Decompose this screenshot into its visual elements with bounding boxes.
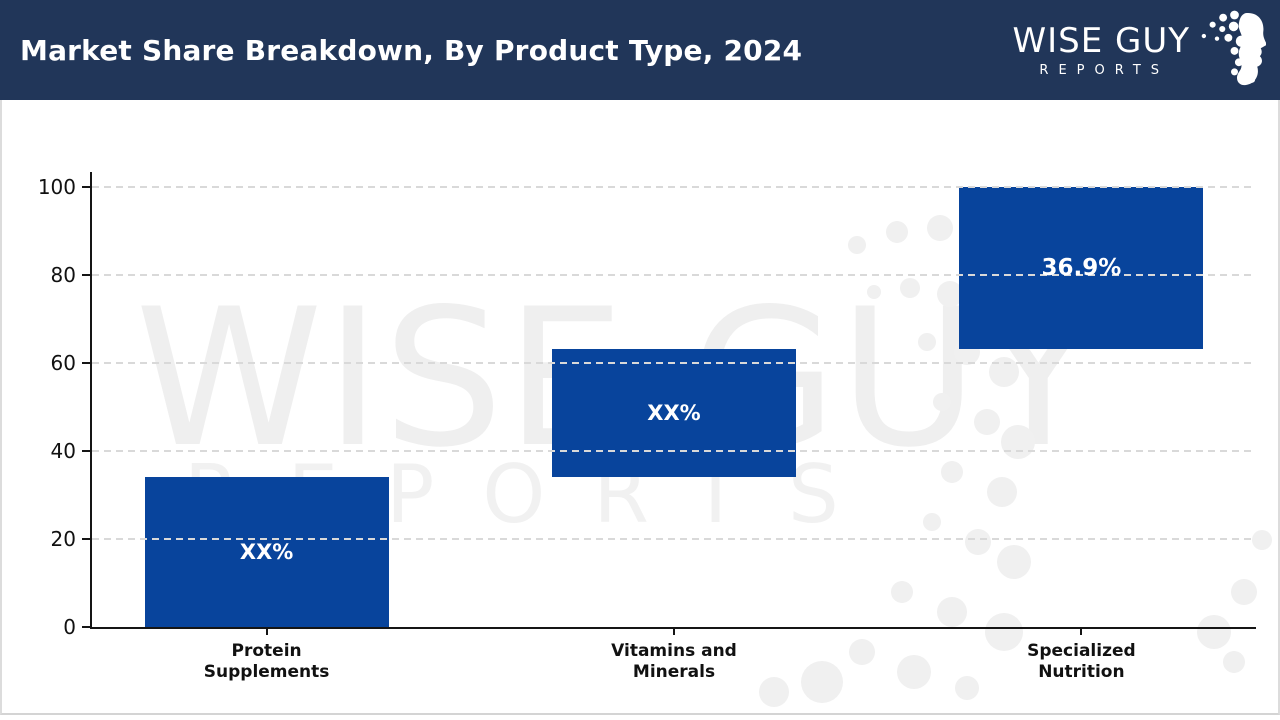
y-tick-label-60: 60 [50, 351, 76, 375]
bar-0 [144, 477, 389, 627]
grid-layer: 0 20 40 60 80 100 Protein Supplements Vitamins … [38, 172, 1256, 682]
x-category-label-1: Vitamins and Minerals [611, 641, 737, 683]
bar-1 [552, 349, 796, 478]
page-title: Market Share Breakdown, By Product Type,… [20, 33, 803, 67]
y-tick-label-20: 20 [50, 527, 76, 551]
y-tick-mark-20 [82, 538, 90, 540]
y-tick-label-40: 40 [50, 439, 76, 463]
logo-wordmark: WISE GUY REPORTS [1012, 24, 1190, 77]
x-tick-mark-2 [1080, 627, 1083, 635]
y-tick-mark-60 [82, 362, 90, 364]
logo-wordmark-line2: REPORTS [1039, 62, 1170, 78]
bars-layer [92, 172, 1256, 627]
bar-value-label-1: XX% [647, 401, 701, 426]
y-tick-label-80: 80 [50, 263, 76, 287]
plot-area: 0 20 40 60 80 100 Protein Supplements Vitamins … [38, 172, 1256, 682]
brand-logo: WISE GUY REPORTS [1012, 8, 1266, 92]
y-tick-mark-0 [82, 626, 90, 628]
y-tick-mark-100 [82, 186, 90, 188]
labels-layer: XX% XX% 36.9% [92, 172, 1256, 627]
chart-canvas: WISE GUY REPORTS [0, 100, 1280, 715]
bar-value-label-2: 36.9% [1041, 255, 1122, 282]
x-tick-mark-0 [265, 627, 268, 635]
y-tick-label-100: 100 [37, 175, 76, 199]
bar-value-label-0: XX% [239, 540, 294, 565]
logo-wordmark-line1: WISE GUY [1012, 20, 1190, 61]
gridline-20 [92, 538, 1256, 540]
x-category-label-2: Specialized Nutrition [1027, 641, 1136, 683]
gridline-60 [92, 362, 1256, 364]
gridline-40 [92, 450, 1256, 452]
y-tick-mark-40 [82, 450, 90, 452]
gridline-80 [92, 274, 1256, 276]
y-tick-label-0: 0 [63, 615, 76, 639]
logo-head-icon [1201, 10, 1266, 86]
x-tick-mark-1 [673, 627, 675, 635]
bar-2 [959, 187, 1204, 350]
y-tick-mark-80 [82, 274, 90, 276]
gridline-100 [92, 186, 1256, 188]
header-band: Market Share Breakdown, By Product Type,… [0, 0, 1280, 100]
x-category-label-0: Protein Supplements [203, 641, 330, 683]
